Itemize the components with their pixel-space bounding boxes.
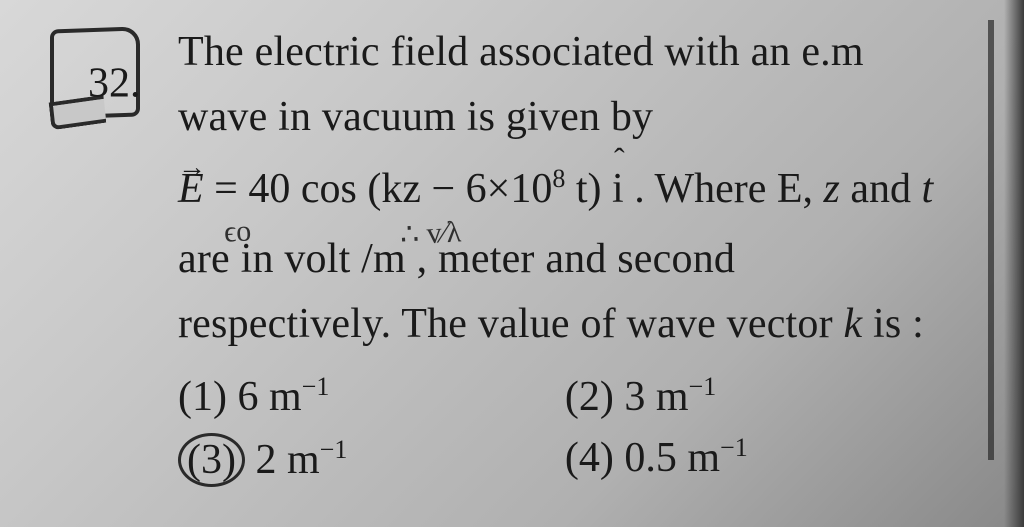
- option-4-exp: −1: [720, 433, 748, 462]
- equation-cos: cos: [301, 166, 357, 212]
- question-line-5: respectively. The value of wave vector k…: [178, 292, 984, 357]
- equation-t: t: [565, 166, 587, 212]
- paren-close: ): [588, 166, 602, 212]
- handwritten-annotation-eo: ϵo: [223, 208, 253, 257]
- option-3: (3) 2 m−1: [178, 433, 565, 487]
- option-2-number: (2): [565, 373, 614, 421]
- unit-vector-i: i: [612, 156, 624, 223]
- page-edge-shadow: [1004, 0, 1024, 527]
- option-2-value: 3 m: [624, 374, 688, 420]
- question-line-5b: is :: [862, 301, 924, 347]
- handwritten-annotation-v-over-lambda: ∴ v⁄λ: [399, 209, 463, 260]
- page-scan: 32. The electric field associated with a…: [40, 20, 984, 499]
- question-line-5a: respectively. The value of wave vector: [178, 301, 844, 347]
- question-line-5-k: k: [844, 301, 863, 347]
- option-1-number: (1): [178, 373, 227, 421]
- option-2: (2) 3 m−1: [565, 372, 952, 421]
- equation-line: → E = 40 cos (kz − 6×108 t) i . Where E,…: [178, 156, 984, 223]
- question-line-2: wave in vacuum is given by: [178, 85, 984, 150]
- option-3-exp: −1: [320, 435, 348, 464]
- question-line-1: The electric field associated with an e.…: [178, 20, 984, 85]
- equation-exponent-8: 8: [552, 164, 565, 193]
- option-1: (1) 6 m−1: [178, 372, 565, 421]
- equation-E: → E: [178, 156, 204, 223]
- option-4: (4) 0.5 m−1: [565, 433, 952, 487]
- question-number: 32.: [88, 59, 141, 107]
- question-line-4: are in volt /m , meter and second: [178, 227, 984, 292]
- option-3-number: (3): [178, 433, 245, 487]
- equation-tail-2: and: [840, 166, 922, 212]
- options-block: (1) 6 m−1 (2) 3 m−1 (3) 2 m−1 (4) 0.5 m−…: [178, 372, 984, 499]
- equation-tail-1: . Where E,: [634, 166, 823, 212]
- equation-kz: kz: [381, 166, 421, 212]
- equation-equals: =: [214, 166, 238, 212]
- option-1-exp: −1: [302, 372, 330, 401]
- equation-tail-z: z: [824, 166, 840, 212]
- option-1-value: 6 m: [237, 374, 301, 420]
- option-4-value: 0.5 m: [624, 435, 720, 481]
- paren-open: (: [367, 166, 381, 212]
- page-margin-line: [988, 20, 994, 460]
- question-number-box: 32.: [50, 26, 140, 119]
- option-2-exp: −1: [689, 372, 717, 401]
- equation-amplitude: 40: [248, 166, 290, 212]
- equation-tail-t: t: [922, 166, 934, 212]
- vector-arrow-icon: →: [178, 146, 206, 191]
- option-3-value: 2 m: [255, 437, 319, 483]
- option-4-number: (4): [565, 434, 614, 482]
- question-content: The electric field associated with an e.…: [178, 20, 984, 499]
- equation-minus-omega: − 6×10: [432, 166, 553, 212]
